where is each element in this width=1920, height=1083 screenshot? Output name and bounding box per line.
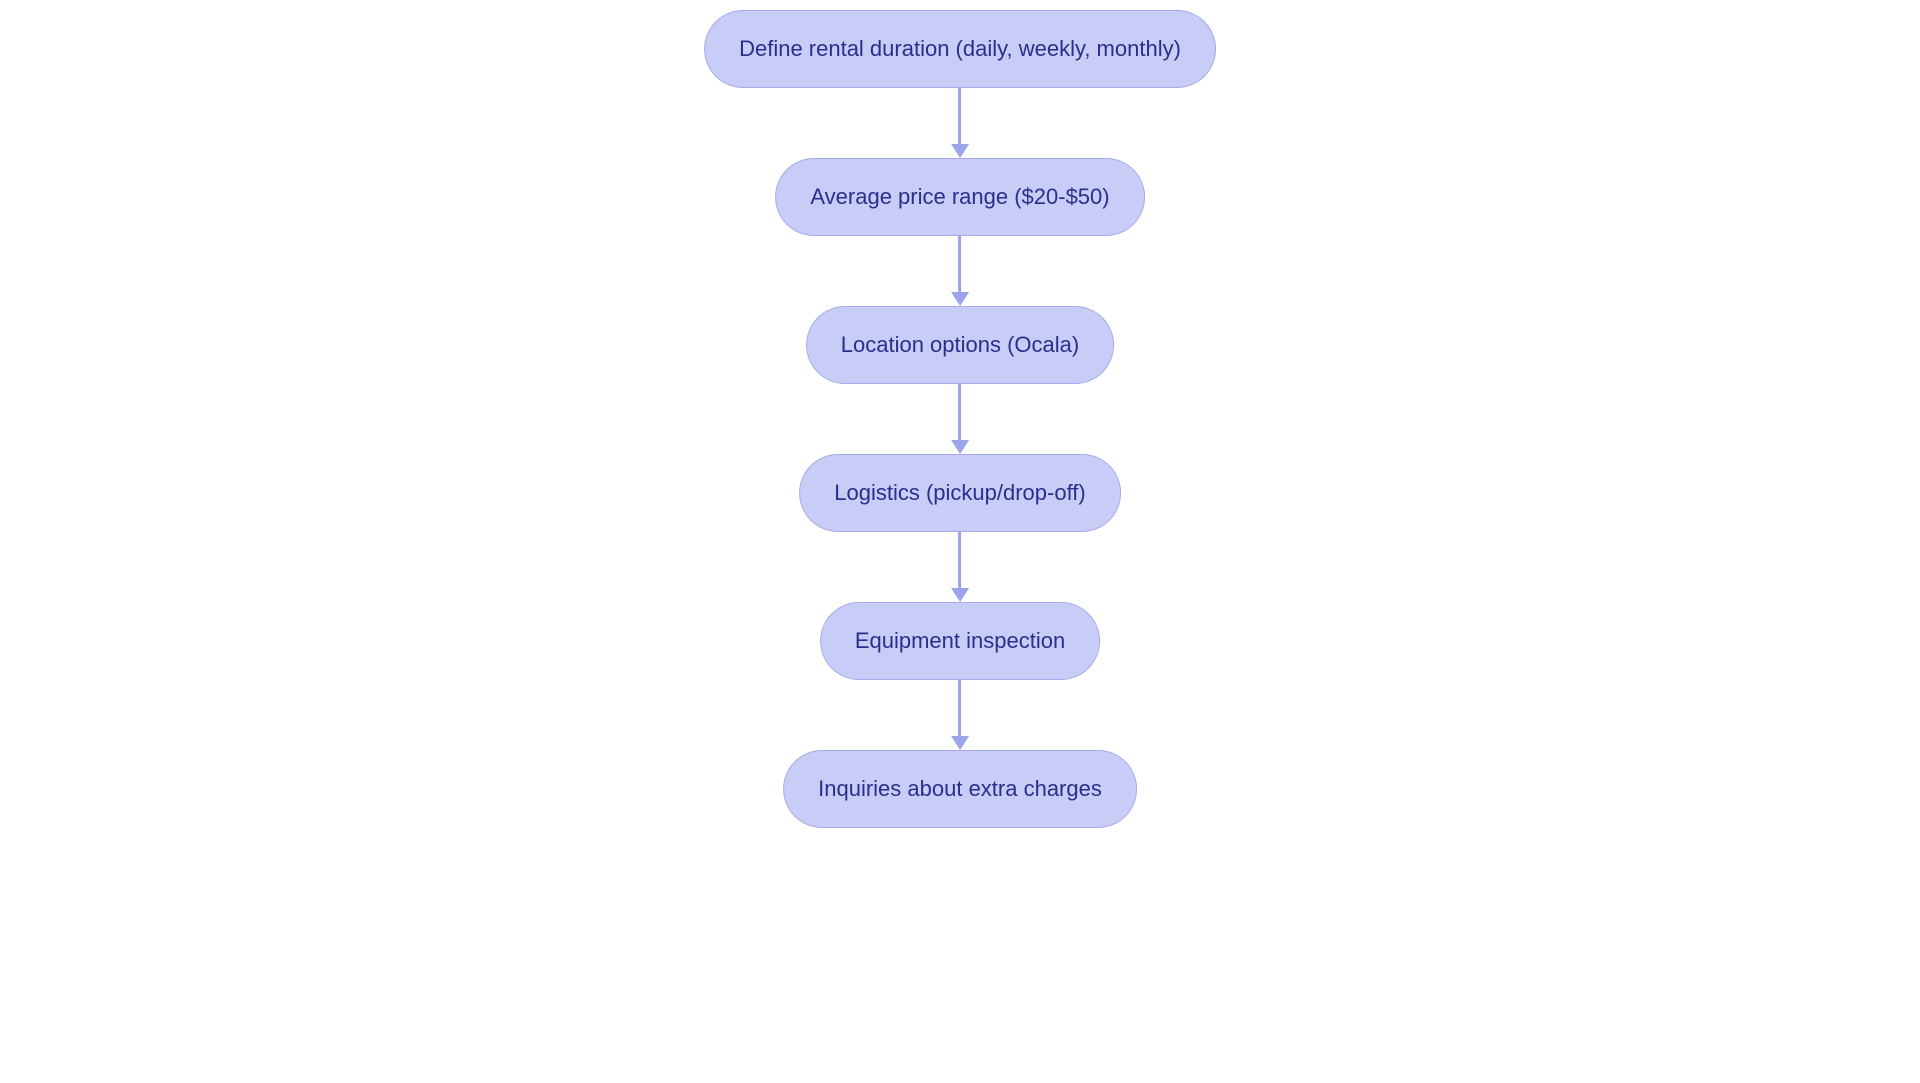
flowchart-node-label: Logistics (pickup/drop-off): [834, 480, 1086, 506]
flowchart-node-label: Define rental duration (daily, weekly, m…: [739, 36, 1181, 62]
flowchart-node-n5: Equipment inspection: [820, 602, 1100, 680]
arrow-head-icon: [951, 588, 969, 602]
flowchart-node-n2: Average price range ($20-$50): [775, 158, 1144, 236]
flowchart-node-label: Location options (Ocala): [841, 332, 1079, 358]
flowchart-arrow: [951, 236, 969, 306]
flowchart-node-label: Equipment inspection: [855, 628, 1065, 654]
flowchart-arrow: [951, 532, 969, 602]
flowchart-arrow: [951, 88, 969, 158]
arrow-line: [958, 88, 961, 144]
flowchart-node-n4: Logistics (pickup/drop-off): [799, 454, 1121, 532]
flowchart-node-n3: Location options (Ocala): [806, 306, 1114, 384]
flowchart-node-n1: Define rental duration (daily, weekly, m…: [704, 10, 1216, 88]
flowchart-node-n6: Inquiries about extra charges: [783, 750, 1137, 828]
arrow-head-icon: [951, 292, 969, 306]
arrow-line: [958, 384, 961, 440]
flowchart-arrow: [951, 680, 969, 750]
flowchart-node-label: Inquiries about extra charges: [818, 776, 1102, 802]
flowchart-container: Define rental duration (daily, weekly, m…: [704, 10, 1216, 828]
arrow-line: [958, 532, 961, 588]
arrow-head-icon: [951, 440, 969, 454]
arrow-line: [958, 236, 961, 292]
arrow-line: [958, 680, 961, 736]
flowchart-node-label: Average price range ($20-$50): [810, 184, 1109, 210]
arrow-head-icon: [951, 736, 969, 750]
flowchart-arrow: [951, 384, 969, 454]
arrow-head-icon: [951, 144, 969, 158]
